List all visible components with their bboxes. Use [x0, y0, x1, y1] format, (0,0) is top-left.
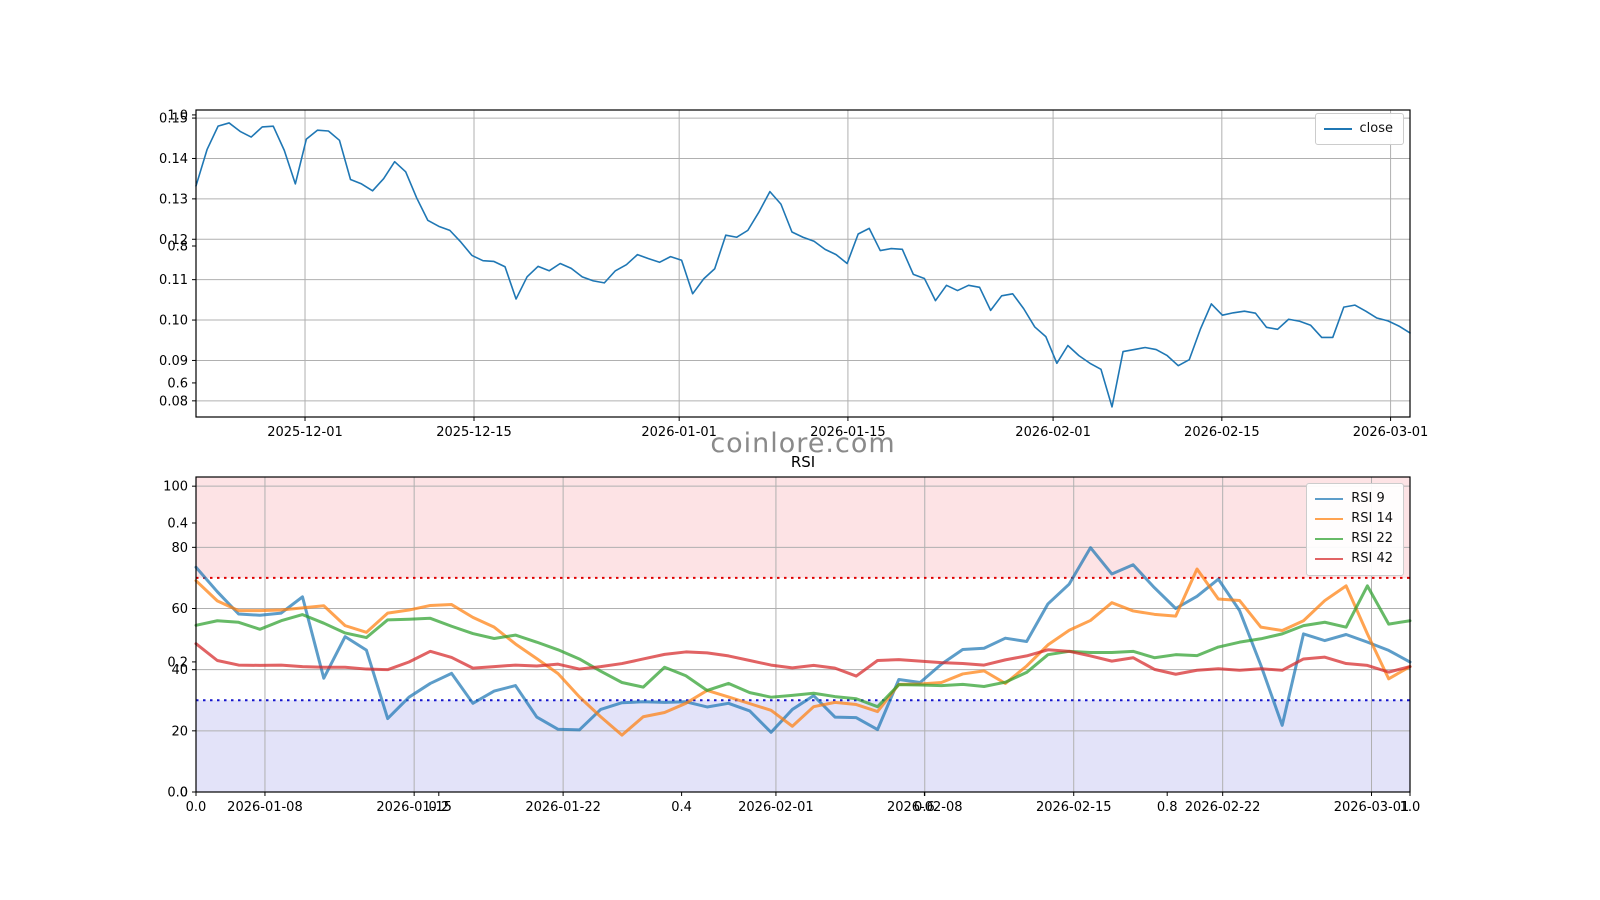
legend-item-rsi-9: RSI 9	[1315, 489, 1393, 509]
svg-text:0.10: 0.10	[159, 314, 188, 329]
svg-text:2026-02-01: 2026-02-01	[1015, 425, 1091, 440]
svg-text:2025-12-01: 2025-12-01	[267, 425, 343, 440]
watermark: coinlore.com	[710, 428, 896, 459]
svg-text:0.8: 0.8	[1157, 800, 1178, 815]
svg-text:0.15: 0.15	[159, 112, 188, 127]
svg-text:2025-12-15: 2025-12-15	[436, 425, 512, 440]
rsi-panel: 100 80 60 40 20 0 0.4 0.2 0.0 2026-01-08 2026-01-1…	[163, 476, 1420, 815]
legend-item-rsi-22: RSI 22	[1315, 529, 1393, 549]
series-close	[195, 122, 1411, 408]
rsi-legend: RSI 9 RSI 14 RSI 22 RSI 42	[1306, 483, 1404, 576]
tick-labels: 100 80 60 40 20 0 0.4 0.2 0.0 2026-01-08 2026-01-1…	[163, 480, 1420, 815]
legend-label-rsi-42: RSI 42	[1351, 551, 1393, 567]
rsi-9-line-sample	[1315, 498, 1344, 501]
svg-text:1.0: 1.0	[167, 108, 188, 123]
tick-marks	[192, 114, 1392, 421]
svg-text:2026-01-15: 2026-01-15	[376, 800, 452, 815]
svg-text:0.6: 0.6	[167, 376, 188, 391]
gridlines	[196, 110, 1410, 417]
svg-text:40: 40	[171, 663, 188, 678]
RSI-plot: 100 80 60 40 20 0 0.4 0.2 0.0 2026-01-08 2026-01-1…	[163, 476, 1420, 815]
svg-text:0.8: 0.8	[167, 240, 188, 255]
svg-text:0.08: 0.08	[159, 394, 188, 409]
svg-text:60: 60	[171, 602, 188, 617]
svg-text:2026-03-01: 2026-03-01	[1334, 800, 1410, 815]
svg-text:0.2: 0.2	[428, 800, 449, 815]
svg-text:0.4: 0.4	[671, 800, 692, 815]
series-rsi-42	[194, 642, 1412, 678]
svg-text:2026-03-01: 2026-03-01	[1353, 425, 1429, 440]
svg-text:0.14: 0.14	[159, 152, 188, 167]
svg-text:0.09: 0.09	[159, 354, 188, 369]
svg-text:0.4: 0.4	[167, 516, 188, 531]
price-legend: close	[1314, 113, 1404, 146]
svg-text:2026-02-15: 2026-02-15	[1036, 800, 1112, 815]
legend-label-close: close	[1359, 121, 1393, 136]
oversold-band	[196, 700, 1410, 792]
svg-text:2026-02-22: 2026-02-22	[1185, 800, 1261, 815]
rsi-42-line-sample	[1315, 558, 1344, 561]
svg-text:0.2: 0.2	[167, 655, 188, 670]
series-rsi-9	[194, 546, 1412, 734]
svg-text:80: 80	[171, 541, 188, 556]
svg-text:0.0: 0.0	[186, 800, 207, 815]
svg-text:0.6: 0.6	[914, 800, 935, 815]
svg-text:2026-01-01: 2026-01-01	[641, 425, 717, 440]
legend-item-close: close	[1323, 119, 1393, 139]
svg-text:2026-01-15: 2026-01-15	[810, 425, 886, 440]
price-plot: 0.15 0.14 0.13 0.12 0.11 0.10 0.09 0.08 1.0 0.8 0.…	[159, 108, 1428, 440]
svg-text:2026-01-08: 2026-01-08	[227, 800, 303, 815]
price-panel: 0.15 0.14 0.13 0.12 0.11 0.10 0.09 0.08 1.0 0.8 0.…	[159, 108, 1428, 440]
close-line-sample	[1323, 128, 1352, 131]
svg-text:1.0: 1.0	[1400, 800, 1421, 815]
svg-text:0.13: 0.13	[159, 192, 188, 207]
rsi-panel-title: RSI	[790, 453, 816, 471]
tick-marks	[192, 485, 1411, 796]
series-rsi-14	[194, 567, 1412, 737]
legend-label-rsi-9: RSI 9	[1351, 491, 1385, 506]
legend-item-rsi-14: RSI 14	[1315, 509, 1393, 529]
svg-text:2026-02-08: 2026-02-08	[887, 800, 963, 815]
axes-spines	[195, 109, 1411, 418]
rsi-14-line-sample	[1315, 518, 1344, 521]
svg-text:0.0: 0.0	[167, 786, 188, 801]
rsi-22-line-sample	[1315, 538, 1344, 541]
svg-text:20: 20	[171, 724, 188, 739]
tick-labels: 0.15 0.14 0.13 0.12 0.11 0.10 0.09 0.08 1.0 0.8 0.…	[159, 108, 1428, 440]
overbought-band	[196, 477, 1410, 578]
svg-text:100: 100	[163, 480, 188, 495]
legend-label-rsi-22: RSI 22	[1351, 531, 1393, 547]
axes-spines	[195, 476, 1411, 793]
legend-label-rsi-14: RSI 14	[1351, 511, 1393, 527]
svg-text:0: 0	[180, 786, 188, 801]
svg-text:2026-01-22: 2026-01-22	[525, 800, 601, 815]
svg-text:0.11: 0.11	[159, 273, 188, 288]
series-rsi-22	[194, 584, 1412, 709]
legend-item-rsi-42: RSI 42	[1315, 549, 1393, 569]
svg-text:2026-02-01: 2026-02-01	[738, 800, 814, 815]
svg-text:0.12: 0.12	[159, 233, 188, 248]
svg-text:2026-02-15: 2026-02-15	[1184, 425, 1260, 440]
